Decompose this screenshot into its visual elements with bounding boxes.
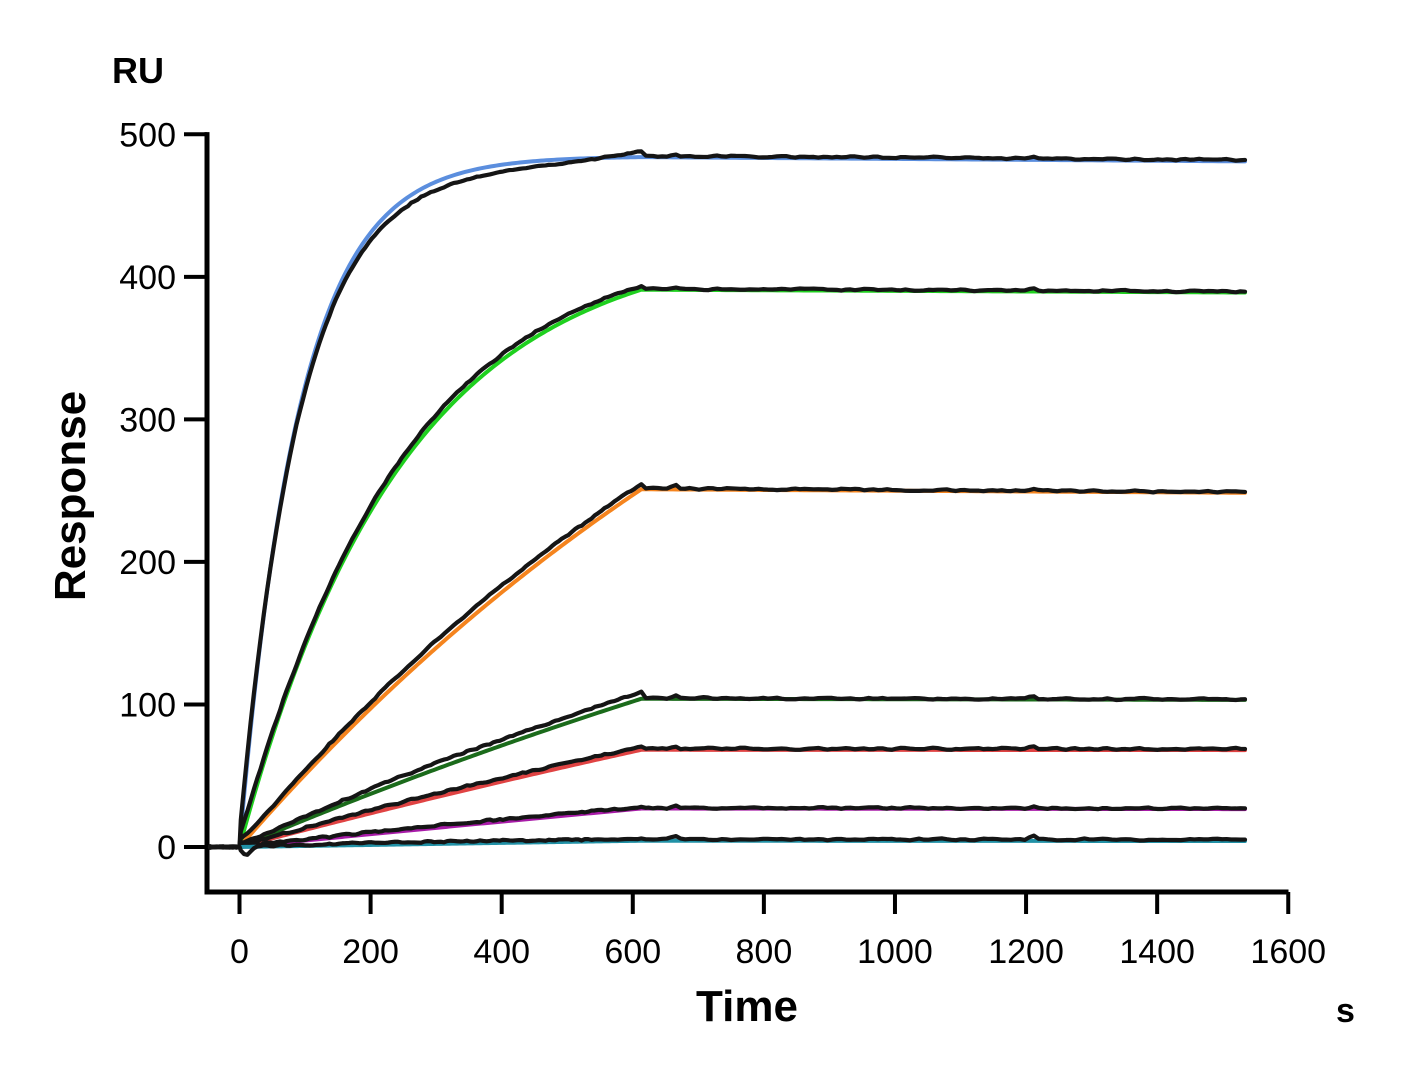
x-tick-label-1000: 1000: [857, 933, 933, 971]
x-tick-label-400: 400: [473, 933, 530, 971]
x-tick-label-1600: 1600: [1250, 933, 1326, 971]
y-tick-label-400: 400: [119, 259, 176, 297]
x-tick-label-0: 0: [230, 933, 249, 971]
fit-1-highest-curve: [237, 155, 1247, 849]
x-axis-title: Time: [696, 982, 798, 1031]
fit-2-curve: [237, 287, 1247, 849]
fit-5-data-trace: [207, 744, 1248, 850]
fit-3-data-trace: [207, 482, 1248, 850]
y-tick-label-0: 0: [157, 829, 176, 867]
fit-7-lowest-data-trace: [207, 833, 1248, 857]
axes: [204, 132, 1289, 895]
y-tick-label-200: 200: [119, 544, 176, 582]
x-tick-label-600: 600: [604, 933, 661, 971]
fit-4-data-trace: [207, 689, 1248, 850]
y-tick-label-300: 300: [119, 401, 176, 439]
x-tick-label-1400: 1400: [1119, 933, 1195, 971]
fit-6-data-trace: [207, 803, 1248, 850]
fit-2-data-trace: [207, 284, 1248, 850]
fit-4-curve: [237, 696, 1247, 849]
x-tick-label-200: 200: [342, 933, 399, 971]
y-tick-label-500: 500: [119, 116, 176, 154]
y-axis-title: Response: [46, 390, 95, 602]
x-tick-label-1200: 1200: [988, 933, 1064, 971]
x-unit-label: s: [1336, 992, 1355, 1030]
y-tick-label-100: 100: [119, 686, 176, 724]
fit-3-curve: [237, 487, 1247, 849]
y-unit-label: RU: [112, 50, 164, 91]
x-tick-label-800: 800: [736, 933, 793, 971]
fit-1-highest-data-trace: [207, 149, 1248, 850]
